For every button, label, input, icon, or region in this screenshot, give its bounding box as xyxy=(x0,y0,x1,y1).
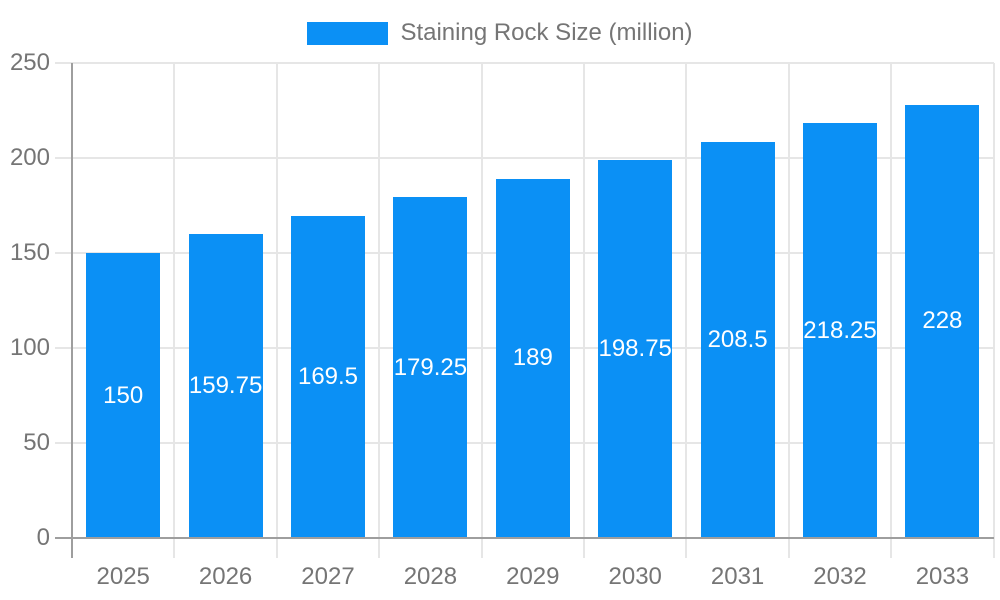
bar-value-label: 159.75 xyxy=(188,372,263,400)
x-gridline xyxy=(378,63,381,558)
bar-value-label: 169.5 xyxy=(297,362,359,390)
y-axis-label: 100 xyxy=(9,334,50,361)
x-axis-label: 2033 xyxy=(915,563,970,590)
bar[interactable]: 169.5 xyxy=(291,215,365,538)
y-axis-label: 0 xyxy=(36,524,50,551)
x-gridline xyxy=(992,63,995,558)
bar[interactable]: 159.75 xyxy=(188,234,263,538)
y-axis-label: 200 xyxy=(9,144,50,171)
bar[interactable]: 228 xyxy=(905,104,980,538)
legend-swatch xyxy=(307,21,389,45)
x-axis-label: 2027 xyxy=(301,563,355,590)
x-axis-label: 2026 xyxy=(198,563,253,590)
x-gridline xyxy=(173,63,176,558)
bar-value-label: 218.25 xyxy=(803,316,877,344)
x-axis-label: 2029 xyxy=(506,563,560,590)
x-gridline xyxy=(480,63,483,558)
bar[interactable]: 150 xyxy=(86,253,161,538)
y-axis-line xyxy=(71,63,73,558)
bar-value-label: 179.25 xyxy=(393,353,468,381)
legend-label: Staining Rock Size (million) xyxy=(400,19,693,46)
y-axis-label: 250 xyxy=(9,49,50,76)
legend-item[interactable]: Staining Rock Size (million) xyxy=(0,19,1000,47)
x-axis-label: 2031 xyxy=(710,563,765,590)
x-gridline xyxy=(685,63,688,558)
y-gridline xyxy=(55,157,994,159)
x-axis-line xyxy=(55,537,994,539)
x-gridline xyxy=(583,63,585,558)
bar[interactable]: 218.25 xyxy=(803,123,877,538)
y-gridline xyxy=(55,62,994,64)
x-axis-label: 2030 xyxy=(608,563,662,590)
bar[interactable]: 189 xyxy=(495,178,570,538)
x-gridline xyxy=(787,63,790,558)
bar-value-label: 228 xyxy=(922,307,963,335)
bar-value-label: 189 xyxy=(512,344,553,372)
x-axis-label: 2028 xyxy=(403,563,458,590)
y-axis-label: 50 xyxy=(23,429,50,456)
x-gridline xyxy=(890,63,893,558)
x-axis-label: 2032 xyxy=(813,563,867,590)
bar[interactable]: 198.75 xyxy=(598,160,673,538)
x-axis-label: 2025 xyxy=(96,563,150,590)
bar-value-label: 150 xyxy=(103,381,144,409)
bar[interactable]: 208.5 xyxy=(700,141,775,538)
bar[interactable]: 179.25 xyxy=(393,197,468,538)
bar-value-label: 208.5 xyxy=(707,325,768,353)
bar-value-label: 198.75 xyxy=(598,335,672,363)
x-gridline xyxy=(275,63,278,558)
y-axis-label: 150 xyxy=(9,239,50,266)
